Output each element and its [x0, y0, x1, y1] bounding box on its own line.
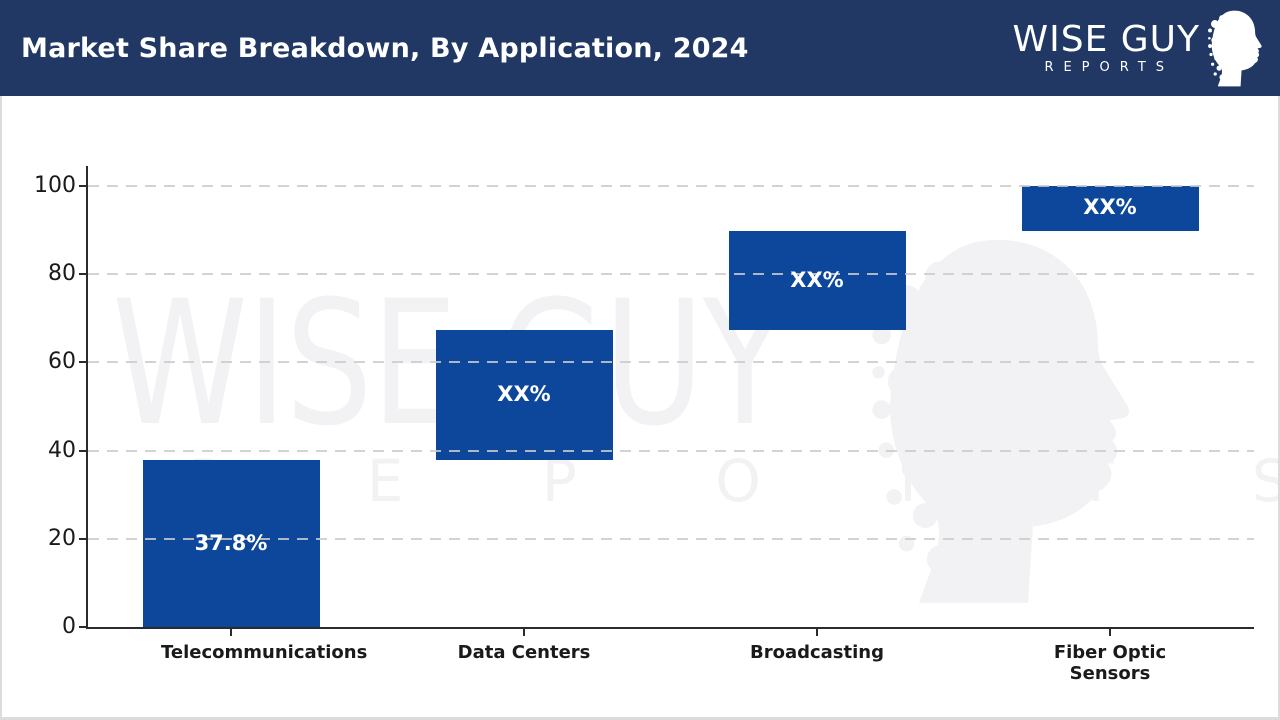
watermark-face-icon — [872, 239, 1130, 603]
grid-line-100 — [88, 185, 1254, 187]
wiseguy-logo: WISE GUY REPORTS — [1013, 6, 1269, 90]
y-tick-label-20: 20 — [48, 525, 76, 551]
bar-0 — [142, 460, 320, 627]
logo-text: WISE GUY REPORTS — [1012, 19, 1201, 75]
x-category-label-3: Fiber Optic Sensors — [1053, 642, 1167, 684]
bar-1 — [435, 330, 613, 461]
bar-value-label-2: XX% — [790, 267, 844, 292]
bar-value-label-1: XX% — [497, 382, 551, 407]
x-category-label-2: Broadcasting — [750, 642, 884, 663]
grid-line-20 — [88, 537, 1254, 540]
y-tick-0 — [79, 626, 87, 628]
frame-left — [0, 96, 2, 720]
y-tick-label-100: 100 — [34, 173, 76, 198]
y-tick-80 — [79, 273, 87, 276]
y-tick-100 — [79, 185, 87, 187]
frame-right — [1278, 96, 1280, 720]
y-tick-label-80: 80 — [48, 261, 76, 287]
x-category-label-0: Telecommunications — [161, 642, 368, 663]
header-bar: Market Share Breakdown, By Application, … — [0, 0, 1280, 96]
grid-line-60 — [88, 361, 1254, 364]
wiseguy-face-icon — [1208, 10, 1262, 87]
y-tick-label-60: 60 — [48, 349, 76, 375]
bar-2 — [728, 230, 906, 331]
x-axis-spine — [86, 627, 1254, 629]
x-tick-2 — [816, 629, 818, 636]
y-axis-spine — [86, 166, 88, 629]
y-tick-20 — [79, 537, 87, 540]
grid-line-80 — [88, 273, 1254, 276]
y-tick-40 — [79, 449, 87, 452]
logo-name: WISE GUY — [1012, 19, 1200, 60]
page-title: Market Share Breakdown, By Application, … — [21, 32, 749, 64]
bar-value-label-0: 37.8% — [194, 530, 268, 555]
x-tick-3 — [1109, 629, 1111, 636]
x-tick-0 — [230, 629, 232, 636]
y-tick-label-0: 0 — [62, 614, 76, 639]
logo-tagline: REPORTS — [1044, 60, 1175, 75]
y-tick-label-40: 40 — [48, 437, 76, 463]
x-tick-1 — [523, 629, 525, 636]
bar-3 — [1021, 186, 1199, 231]
x-category-label-1: Data Centers — [457, 642, 591, 663]
frame-bottom — [0, 717, 1280, 720]
y-tick-60 — [79, 361, 87, 364]
bar-value-label-3: XX% — [1083, 195, 1137, 220]
grid-line-40 — [88, 449, 1254, 452]
